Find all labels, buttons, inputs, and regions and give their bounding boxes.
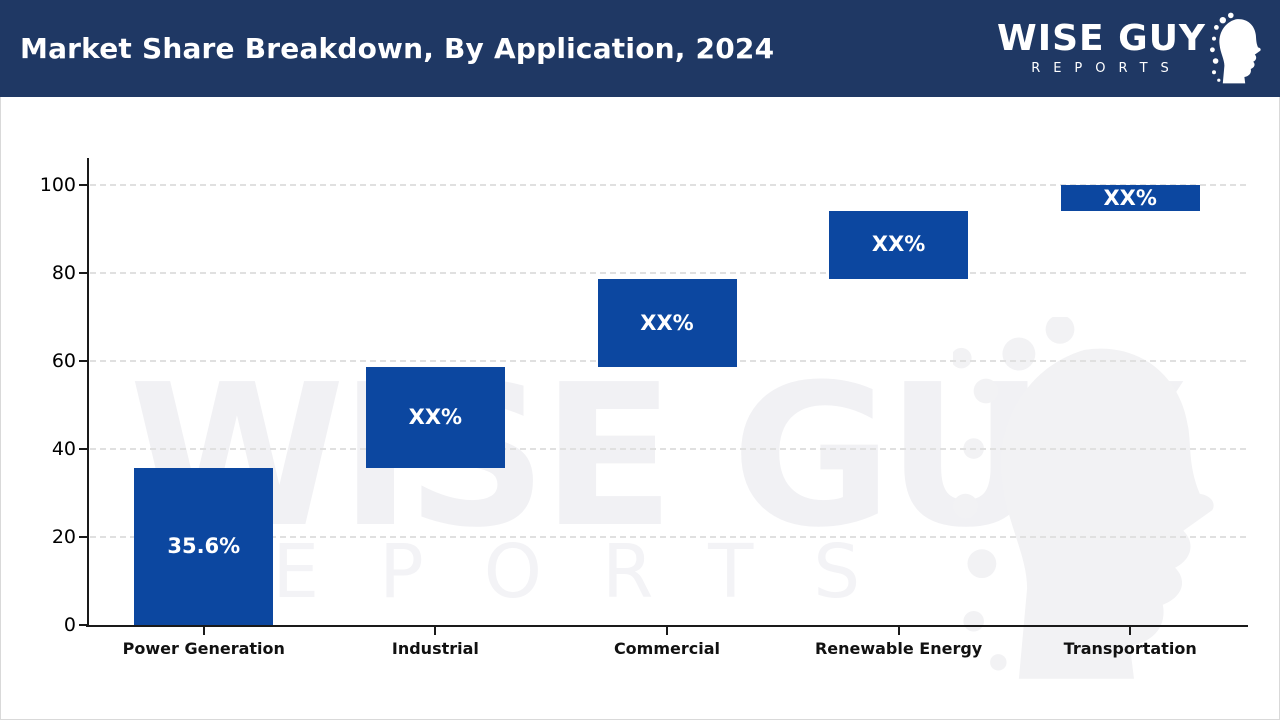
x-category-label: Transportation	[1063, 639, 1197, 658]
grid-line-20	[90, 536, 1246, 538]
x-category-label: Commercial	[613, 639, 721, 658]
y-tick-label-20: 20	[51, 526, 76, 548]
x-tick-mark	[202, 627, 205, 635]
x-tick-mark	[666, 627, 668, 635]
y-tick-label-60: 60	[51, 350, 76, 372]
x-tick-mark	[897, 627, 900, 635]
header-bar: Market Share Breakdown, By Application, …	[0, 0, 1280, 97]
y-tick-mark-80	[79, 272, 88, 274]
bar-commercial	[597, 279, 737, 368]
logo-text: WISE GUY REPORTS	[996, 18, 1206, 77]
grid-line-40	[90, 448, 1246, 450]
bar-value-label: XX%	[871, 232, 926, 257]
watermark-head-icon	[953, 317, 1214, 679]
logo-subtitle: REPORTS	[1031, 61, 1182, 76]
bar-value-label: XX%	[640, 311, 694, 336]
page-title: Market Share Breakdown, By Application, …	[20, 32, 775, 65]
y-axis-line	[87, 158, 89, 627]
bar-power-generation	[134, 468, 274, 625]
x-tick-mark	[1129, 627, 1132, 635]
x-category-label: Industrial	[391, 639, 479, 658]
y-tick-label-40: 40	[51, 438, 76, 460]
grid-line-100	[90, 184, 1246, 186]
x-category-label: Power Generation	[122, 639, 285, 658]
x-category-label: Renewable Energy	[814, 639, 983, 658]
y-tick-label-0: 0	[63, 614, 76, 636]
y-tick-mark-100	[79, 184, 88, 186]
y-tick-label-100: 100	[39, 174, 76, 196]
x-axis-line	[86, 625, 1248, 627]
bar-industrial	[365, 367, 505, 469]
bar-value-label: XX%	[408, 405, 463, 430]
bar-transportation	[1060, 185, 1200, 212]
bar-renewable-energy	[829, 211, 969, 280]
wise-guy-reports-logo: WISE GUY REPORTS	[997, 12, 1280, 86]
y-tick-mark-40	[79, 448, 88, 450]
y-tick-label-80: 80	[51, 262, 76, 284]
grid-line-80	[90, 272, 1246, 274]
y-tick-mark-60	[79, 360, 88, 362]
watermark-text-reports: REPORTS	[161, 529, 921, 615]
y-tick-mark-20	[79, 536, 88, 538]
bar-value-label: 35.6%	[167, 534, 241, 559]
y-tick-mark-0	[79, 624, 88, 626]
bar-value-label: XX%	[1103, 186, 1157, 210]
logo-wordmark: WISE GUY	[996, 18, 1206, 59]
x-tick-mark	[434, 627, 437, 635]
